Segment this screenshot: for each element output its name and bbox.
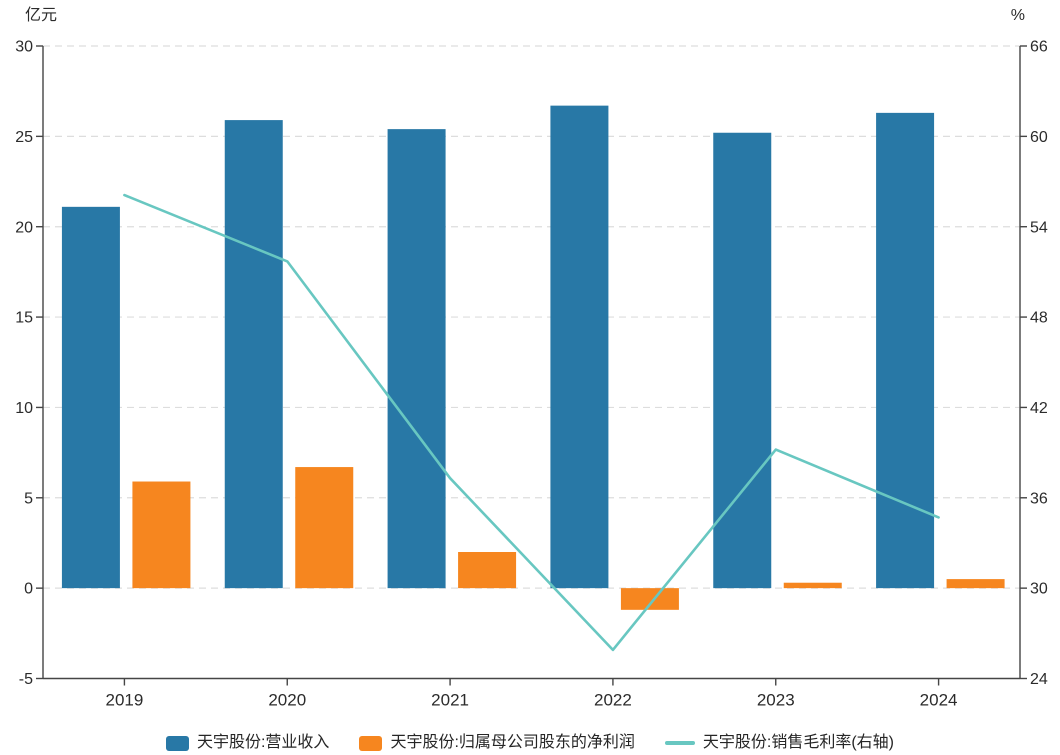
axes-layer [36,45,1027,686]
left-axis-unit-label: 亿元 [25,7,58,24]
grid-layer [43,45,1020,589]
chart-legend: 天宇股份:营业收入 天宇股份:归属母公司股东的净利润 天宇股份:销售毛利率(右轴) [0,735,1060,751]
y-axis-left-tick-label: 5 [24,490,33,507]
legend-bar-swatch-icon [359,735,383,751]
y-axis-right-tick-label: 60 [1030,129,1048,146]
line-layer [123,193,940,652]
legend-item: 天宇股份:营业收入 [165,734,330,751]
revenue-bar [224,120,283,589]
legend-label: 天宇股份:营业收入 [196,734,330,751]
legend-label: 天宇股份:销售毛利率(右轴) [702,734,894,751]
y-axis-right-tick-label: 66 [1030,39,1048,56]
legend-bar-swatch-icon [165,735,189,751]
y-axis-left-tick-label: 10 [15,400,33,417]
revenue-bar [387,129,446,589]
net-profit-bar [458,552,517,589]
legend-item: 天宇股份:销售毛利率(右轴) [664,734,894,751]
revenue-bar [61,206,120,589]
tick-labels-layer: -5 0 5 10 15 20 25 30 24 30 36 42 48 54 60 66 2019 2020 20… [15,39,1048,710]
y-axis-left-tick-label: 15 [15,310,33,327]
y-axis-left-tick-label: -5 [19,671,33,688]
revenue-bar [550,105,609,589]
x-axis-tick-label: 2023 [757,691,795,710]
net-profit-bar [295,467,354,589]
x-axis-tick-label: 2022 [594,691,632,710]
y-axis-left-tick-label: 25 [15,129,33,146]
net-profit-bar [620,588,679,610]
y-axis-right-tick-label: 36 [1030,490,1048,507]
chart-canvas: -5 0 5 10 15 20 25 30 24 30 36 42 48 54 60 66 2019 2020 20… [15,39,1048,710]
y-axis-left-tick-label: 20 [15,219,33,236]
x-axis-tick-label: 2020 [268,691,306,710]
net-profit-bar [946,579,1005,589]
net-profit-bar [783,582,842,589]
legend-item: 天宇股份:归属母公司股东的净利润 [359,734,635,751]
x-axis-tick-label: 2019 [106,691,144,710]
y-axis-right-tick-label: 24 [1030,671,1048,688]
revenue-bar [713,132,772,589]
legend-line-swatch-icon [664,741,695,745]
x-axis-tick-label: 2021 [431,691,469,710]
legend-label: 天宇股份:归属母公司股东的净利润 [390,734,635,751]
y-axis-right-tick-label: 48 [1030,310,1048,327]
y-axis-right-tick-label: 30 [1030,581,1048,598]
y-axis-left-tick-label: 0 [24,581,33,598]
y-axis-left-tick-label: 30 [15,39,33,56]
revenue-bar [876,112,935,589]
bars-layer [61,105,1005,610]
y-axis-right-tick-label: 42 [1030,400,1048,417]
gross-margin-line [123,193,940,652]
x-axis-tick-label: 2024 [920,691,958,710]
net-profit-bar [132,481,191,589]
y-axis-right-tick-label: 54 [1030,219,1048,236]
right-axis-unit-label: % [1010,7,1025,24]
